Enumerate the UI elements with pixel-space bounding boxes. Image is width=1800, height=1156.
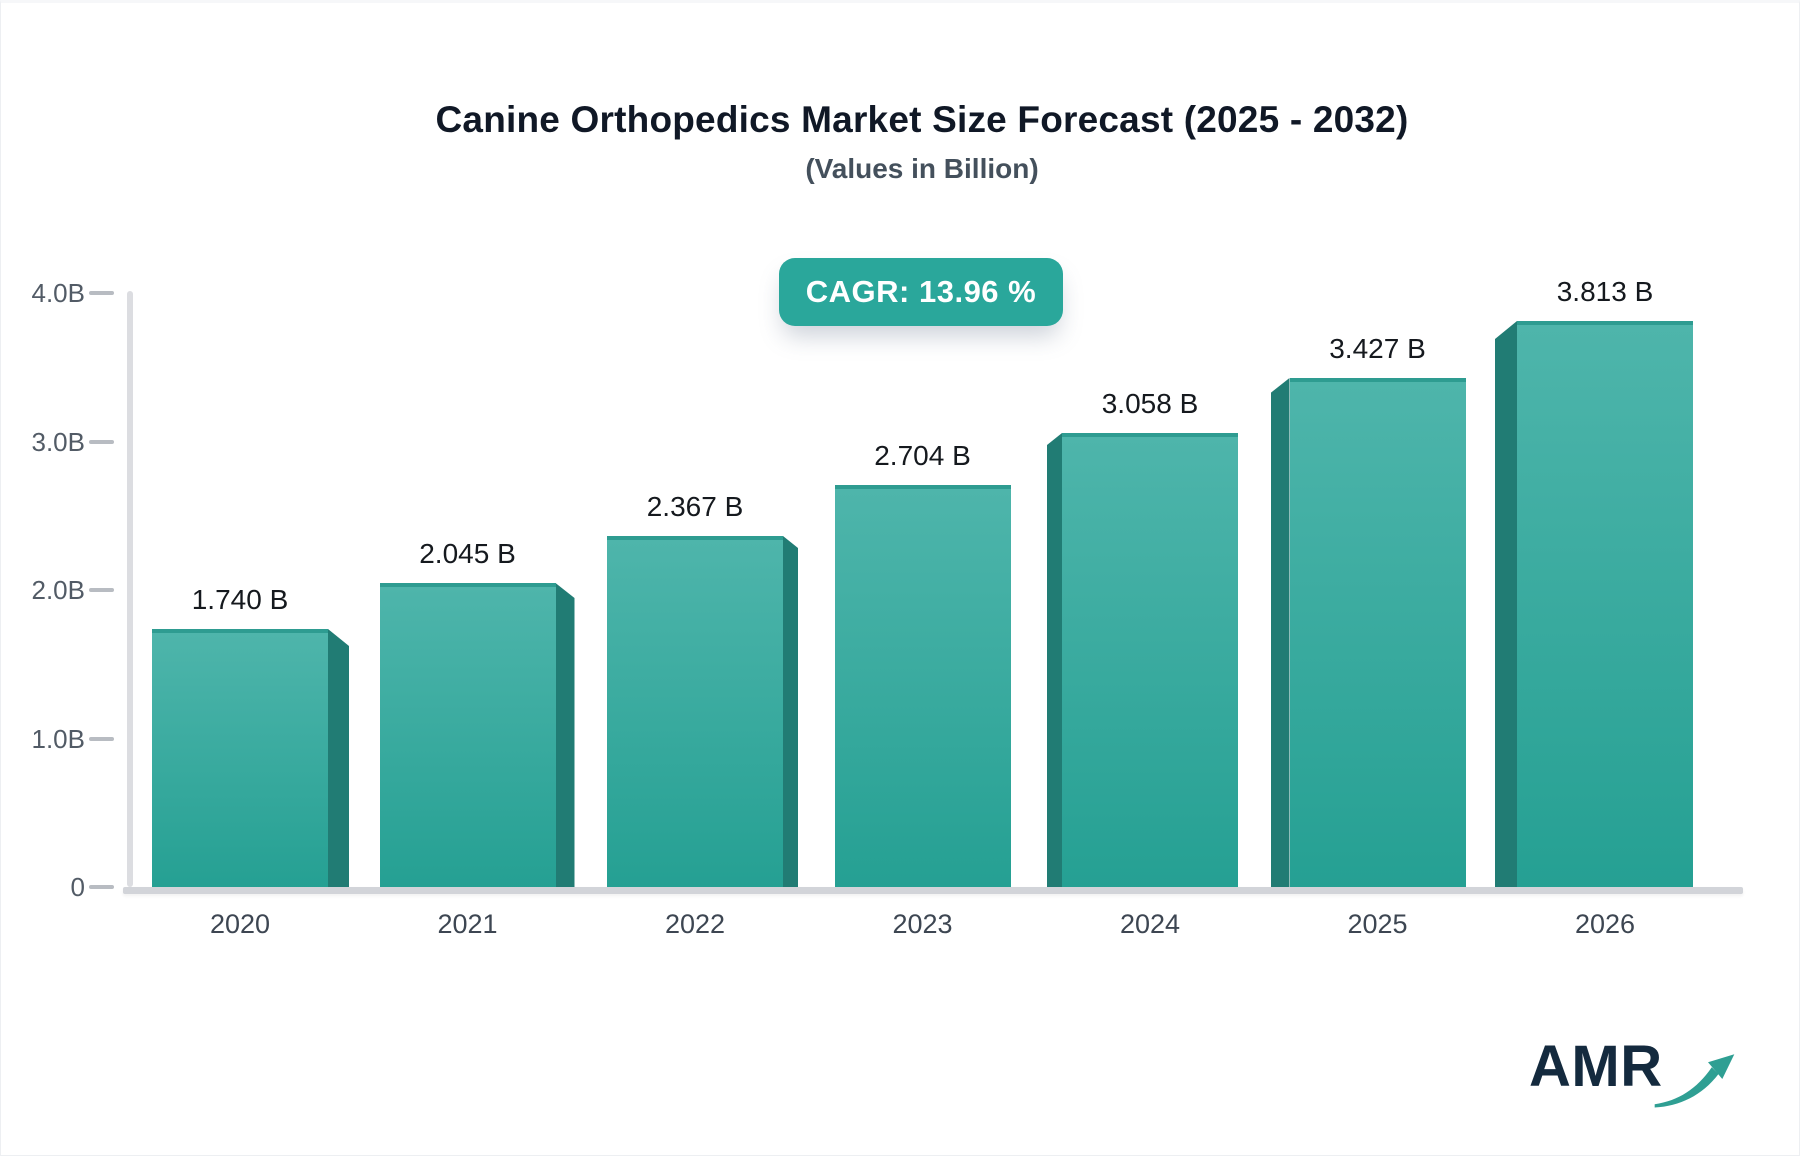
bar-2024 xyxy=(1062,433,1238,887)
y-axis-line xyxy=(127,291,133,887)
bar-3d-side xyxy=(328,629,349,887)
y-axis-tick xyxy=(89,291,114,295)
bar-value-label: 2.704 B xyxy=(874,440,971,471)
x-axis-label-2021: 2021 xyxy=(437,909,498,939)
bar-2026 xyxy=(1517,321,1693,887)
bar-2023 xyxy=(834,485,1011,887)
chart-subtitle: (Values in Billion) xyxy=(805,153,1039,184)
y-axis-label: 0 xyxy=(70,872,85,902)
x-axis-label-2026: 2026 xyxy=(1574,909,1636,939)
bar-value-label: 3.058 B xyxy=(1101,388,1199,419)
bar-value-label: 2.367 B xyxy=(646,491,744,522)
x-axis-label-2022: 2022 xyxy=(664,909,726,939)
bar-value-label: 1.740 B xyxy=(191,584,289,615)
cagr-badge: CAGR: 13.96 % xyxy=(779,258,1063,326)
x-axis-label-2024: 2024 xyxy=(1119,909,1181,939)
y-axis-tick xyxy=(89,588,114,592)
x-axis-baseline xyxy=(123,887,1743,894)
y-axis-tick xyxy=(89,736,114,741)
bar-2025 xyxy=(1289,378,1466,887)
bar-2021 xyxy=(379,583,556,887)
amr-logo-text: AMR xyxy=(1529,1034,1663,1099)
y-axis-tick xyxy=(89,439,114,444)
x-axis-label-2025: 2025 xyxy=(1347,909,1408,939)
x-axis-label-2020: 2020 xyxy=(209,909,271,939)
growth-arrow-icon xyxy=(1653,1037,1737,1126)
cagr-badge-label: CAGR: 13.96 % xyxy=(805,274,1037,309)
bar-3d-side xyxy=(1047,433,1062,887)
bar-chart-plot: 4.0B 3.0B 2.0B 1.0B 0 1.740 B 2020 2.045 B 2021 2… xyxy=(1,3,1799,1155)
y-axis-label: 3.0B xyxy=(31,426,86,457)
x-axis-label-2023: 2023 xyxy=(892,909,953,939)
bar-2022 xyxy=(607,536,783,887)
bar-3d-side xyxy=(1495,321,1517,887)
bar-value-label: 3.427 B xyxy=(1329,333,1426,364)
bar-3d-side xyxy=(783,536,798,887)
y-axis-tick xyxy=(89,885,114,889)
bar-2020 xyxy=(152,629,328,887)
y-axis-label: 4.0B xyxy=(31,278,86,308)
bar-value-label: 3.813 B xyxy=(1556,276,1654,307)
y-axis-label: 2.0B xyxy=(31,575,86,605)
amr-logo: AMR xyxy=(1529,1035,1737,1126)
bar-3d-side xyxy=(555,583,575,887)
chart-title: Canine Orthopedics Market Size Forecast … xyxy=(435,99,1409,140)
y-axis-label: 1.0B xyxy=(31,723,86,754)
bar-3d-side xyxy=(1270,378,1290,887)
bar-value-label: 2.045 B xyxy=(419,538,516,569)
